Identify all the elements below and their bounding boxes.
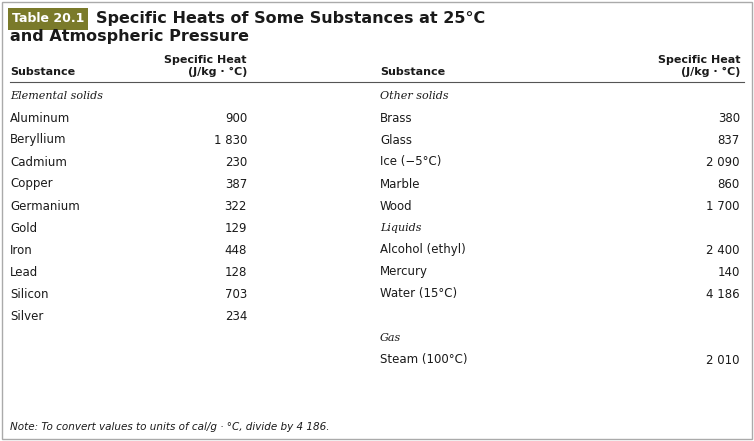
- Text: Germanium: Germanium: [10, 199, 80, 213]
- Text: 2 400: 2 400: [706, 243, 740, 257]
- Text: 2 090: 2 090: [706, 156, 740, 168]
- Text: Specific Heat: Specific Heat: [657, 55, 740, 65]
- Text: 128: 128: [225, 265, 247, 279]
- Text: 1 830: 1 830: [213, 134, 247, 146]
- Text: Specific Heat: Specific Heat: [164, 55, 247, 65]
- Text: Ice (−5°C): Ice (−5°C): [380, 156, 441, 168]
- Text: Mercury: Mercury: [380, 265, 428, 279]
- Text: Elemental solids: Elemental solids: [10, 91, 103, 101]
- Text: 230: 230: [225, 156, 247, 168]
- Text: 900: 900: [225, 112, 247, 124]
- Text: 234: 234: [225, 310, 247, 322]
- Text: Substance: Substance: [10, 67, 75, 77]
- Text: Substance: Substance: [380, 67, 445, 77]
- Text: 140: 140: [718, 265, 740, 279]
- Text: Wood: Wood: [380, 199, 412, 213]
- Text: Cadmium: Cadmium: [10, 156, 67, 168]
- Bar: [8, 8, 88, 30]
- Text: Steam (100°C): Steam (100°C): [380, 354, 467, 366]
- Text: Aluminum: Aluminum: [10, 112, 70, 124]
- Text: Copper: Copper: [10, 177, 53, 191]
- Text: 1 700: 1 700: [706, 199, 740, 213]
- Text: 322: 322: [225, 199, 247, 213]
- Text: Brass: Brass: [380, 112, 412, 124]
- Text: 703: 703: [225, 288, 247, 300]
- Text: Specific Heats of Some Substances at 25°C: Specific Heats of Some Substances at 25°…: [96, 11, 486, 26]
- Text: Alcohol (ethyl): Alcohol (ethyl): [380, 243, 466, 257]
- Text: Water (15°C): Water (15°C): [380, 288, 457, 300]
- Text: 387: 387: [225, 177, 247, 191]
- Text: Beryllium: Beryllium: [10, 134, 66, 146]
- Text: 4 186: 4 186: [706, 288, 740, 300]
- Text: Gas: Gas: [380, 333, 401, 343]
- Text: Note: To convert values to units of cal/g · °C, divide by 4 186.: Note: To convert values to units of cal/…: [10, 422, 329, 432]
- Text: Silicon: Silicon: [10, 288, 48, 300]
- Text: 837: 837: [718, 134, 740, 146]
- Text: Silver: Silver: [10, 310, 44, 322]
- Text: Other solids: Other solids: [380, 91, 449, 101]
- Text: and Atmospheric Pressure: and Atmospheric Pressure: [10, 29, 249, 44]
- Text: Gold: Gold: [10, 221, 37, 235]
- Text: 860: 860: [718, 177, 740, 191]
- Text: Glass: Glass: [380, 134, 412, 146]
- Text: 129: 129: [225, 221, 247, 235]
- Text: 380: 380: [718, 112, 740, 124]
- Text: Liquids: Liquids: [380, 223, 421, 233]
- Text: (J/kg · °C): (J/kg · °C): [188, 67, 247, 77]
- Text: 448: 448: [225, 243, 247, 257]
- Text: Table 20.1: Table 20.1: [12, 12, 84, 26]
- Text: Lead: Lead: [10, 265, 38, 279]
- Text: Iron: Iron: [10, 243, 32, 257]
- Text: 2 010: 2 010: [706, 354, 740, 366]
- Text: (J/kg · °C): (J/kg · °C): [681, 67, 740, 77]
- Text: Marble: Marble: [380, 177, 421, 191]
